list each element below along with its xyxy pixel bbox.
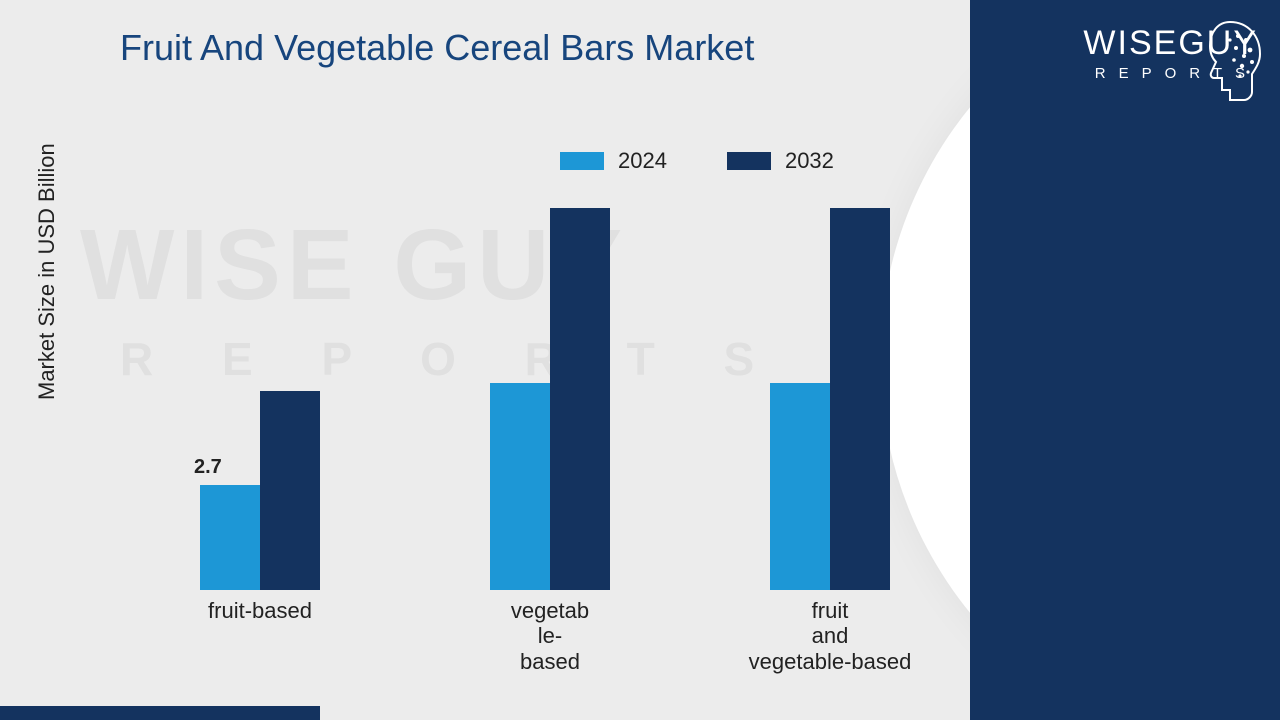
bar [200, 485, 260, 590]
bar-group [200, 391, 350, 590]
bar [770, 383, 830, 590]
bar [260, 391, 320, 590]
legend-label-2024: 2024 [618, 148, 667, 174]
bar [830, 208, 890, 590]
category-label: fruitandvegetable-based [730, 598, 930, 674]
chart-title: Fruit And Vegetable Cereal Bars Market [120, 26, 760, 69]
page: WISE GUY R E P O R T S WISEGUY REPORTS F… [0, 0, 1280, 720]
brand-logo: WISEGUY REPORTS [1083, 24, 1258, 82]
y-axis-label: Market Size in USD Billion [34, 143, 60, 400]
bar-chart: 2.7fruit-basedvegetable-basedfruitandveg… [140, 200, 960, 590]
legend-label-2032: 2032 [785, 148, 834, 174]
category-label: fruit-based [160, 598, 360, 623]
bar-group [770, 208, 920, 590]
bar [550, 208, 610, 590]
head-icon [1194, 20, 1264, 104]
legend-swatch-2024 [560, 152, 604, 170]
bar [490, 383, 550, 590]
legend-item-2024: 2024 [560, 148, 667, 174]
category-label: vegetable-based [450, 598, 650, 674]
bottom-strip [0, 706, 320, 720]
legend: 2024 2032 [560, 148, 834, 174]
right-band [970, 0, 1280, 720]
legend-item-2032: 2032 [727, 148, 834, 174]
legend-swatch-2032 [727, 152, 771, 170]
bar-group [490, 208, 640, 590]
